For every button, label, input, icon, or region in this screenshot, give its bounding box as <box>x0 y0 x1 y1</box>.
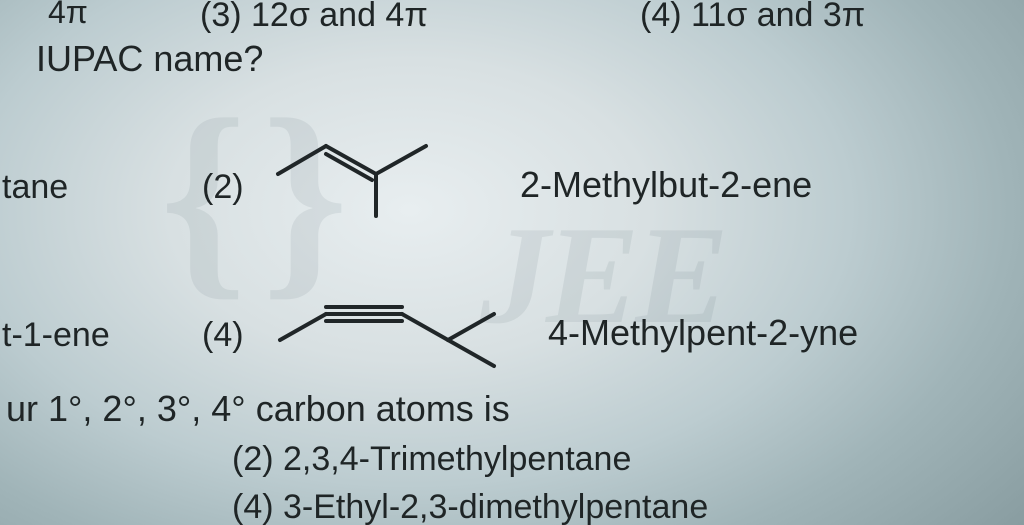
structure-methylbut-2-ene <box>268 122 438 222</box>
iupac-question: IUPAC name? <box>36 38 263 80</box>
option-4-num: (4) <box>202 316 244 355</box>
option-4-top: (4) 11σ and 3π <box>640 0 865 35</box>
fragment-4pi: 4π <box>48 0 88 31</box>
structure-methylpent-2-yne <box>270 282 506 376</box>
option-2-bottom: (2) 2,3,4-Trimethylpentane <box>232 440 631 479</box>
fragment-t1ene: t-1-ene <box>2 316 110 355</box>
option-2-num: (2) <box>202 168 244 207</box>
name-methylpent-2-yne: 4-Methylpent-2-yne <box>548 312 858 354</box>
fragment-tane: tane <box>2 168 68 207</box>
option-4-bottom: (4) 3-Ethyl-2,3-dimethylpentane <box>232 488 708 525</box>
name-methylbut-2-ene: 2-Methylbut-2-ene <box>520 164 812 206</box>
option-3-top: (3) 12σ and 4π <box>200 0 428 35</box>
carbon-question: ur 1°, 2°, 3°, 4° carbon atoms is <box>6 388 510 430</box>
